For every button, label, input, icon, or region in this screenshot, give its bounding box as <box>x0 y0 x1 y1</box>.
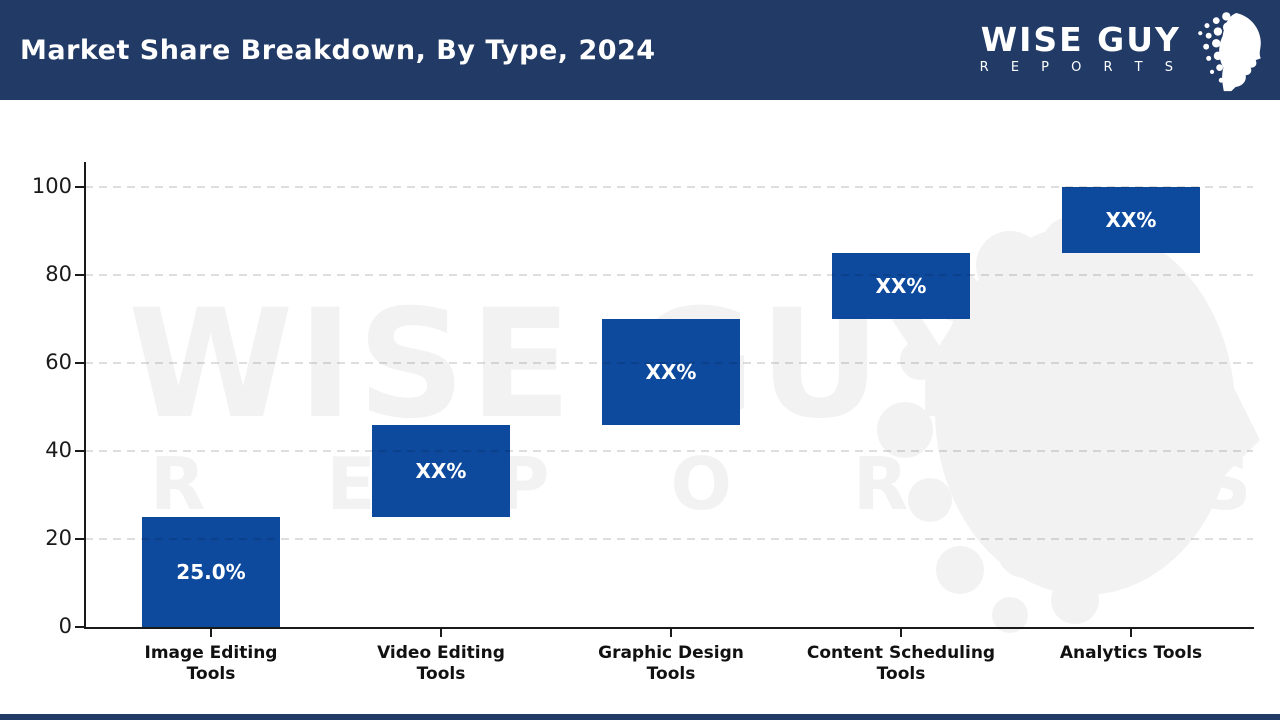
bar-5 <box>1062 187 1200 253</box>
x-tick-mark <box>1130 629 1132 637</box>
gridline-40 <box>85 450 1253 452</box>
bar-2 <box>372 424 510 517</box>
bar-value-label: XX% <box>645 359 697 384</box>
logo-subtitle: R E P O R T S <box>979 60 1182 75</box>
y-tick-label: 20 <box>45 526 72 550</box>
logo-face-icon <box>1198 12 1261 92</box>
x-category-label-line: Tools <box>416 664 466 684</box>
gridline-20 <box>85 538 1253 540</box>
bar-4 <box>832 253 970 319</box>
y-tick-label: 100 <box>31 174 72 198</box>
x-category-label: Content Scheduling Tools <box>781 643 1021 685</box>
x-axis-line <box>84 627 1254 629</box>
x-category-label-line: Tools <box>646 664 696 684</box>
wise-guy-reports-logo: WISE GUY R E P O R T S <box>980 0 1268 100</box>
page-title: Market Share Breakdown, By Type, 2024 <box>20 34 656 66</box>
y-tick-mark <box>75 450 84 452</box>
y-tick-mark <box>75 186 84 188</box>
y-tick-mark <box>75 626 84 628</box>
bottom-accent-strip <box>0 714 1280 720</box>
y-tick-mark <box>75 362 84 364</box>
x-category-label: Video Editing Tools <box>321 643 561 685</box>
gridline-60 <box>85 362 1253 364</box>
logo-wordmark: WISE GUY <box>980 20 1181 59</box>
gridline-80 <box>85 274 1253 276</box>
gridline-100 <box>85 186 1253 188</box>
x-category-label: Image Editing Tools <box>91 643 331 685</box>
x-category-label-line: Content Scheduling <box>806 643 996 663</box>
title-bar: Market Share Breakdown, By Type, 2024 WI… <box>0 0 1280 100</box>
bar-value-label: XX% <box>415 458 467 483</box>
y-tick-label: 40 <box>45 438 72 462</box>
x-category-label-line: Tools <box>876 664 926 684</box>
x-category-label-line: Graphic Design <box>598 643 744 663</box>
x-category-label-line: Image Editing <box>144 643 278 663</box>
chart-area: WISE GUY R E P O R T S 0 20 40 60 80 100 25.0%… <box>0 100 1280 714</box>
y-tick-mark <box>75 538 84 540</box>
x-category-label-line: Tools <box>186 664 236 684</box>
x-tick-mark <box>210 629 212 637</box>
x-category-label-line: Video Editing <box>377 643 505 663</box>
bar-1 <box>142 517 280 627</box>
x-category-label-line: Analytics Tools <box>1059 643 1203 663</box>
y-axis-line <box>84 162 86 629</box>
bar-value-label: 25.0% <box>176 560 246 584</box>
bar-value-label: XX% <box>1105 208 1157 232</box>
bar-value-label: XX% <box>875 274 927 298</box>
logo-text: WISE GUY R E P O R T S <box>980 23 1182 77</box>
x-category-label: Analytics Tools <box>1011 643 1251 664</box>
y-tick-label: 0 <box>58 614 72 638</box>
y-tick-label: 80 <box>45 262 72 286</box>
x-tick-mark <box>900 629 902 637</box>
x-category-label: Graphic Design Tools <box>551 643 791 685</box>
watermark-face-icon <box>877 204 1260 633</box>
bar-3 <box>602 319 740 425</box>
x-tick-mark <box>440 629 442 637</box>
y-tick-label: 60 <box>45 350 72 374</box>
x-tick-mark <box>670 629 672 637</box>
y-tick-mark <box>75 274 84 276</box>
